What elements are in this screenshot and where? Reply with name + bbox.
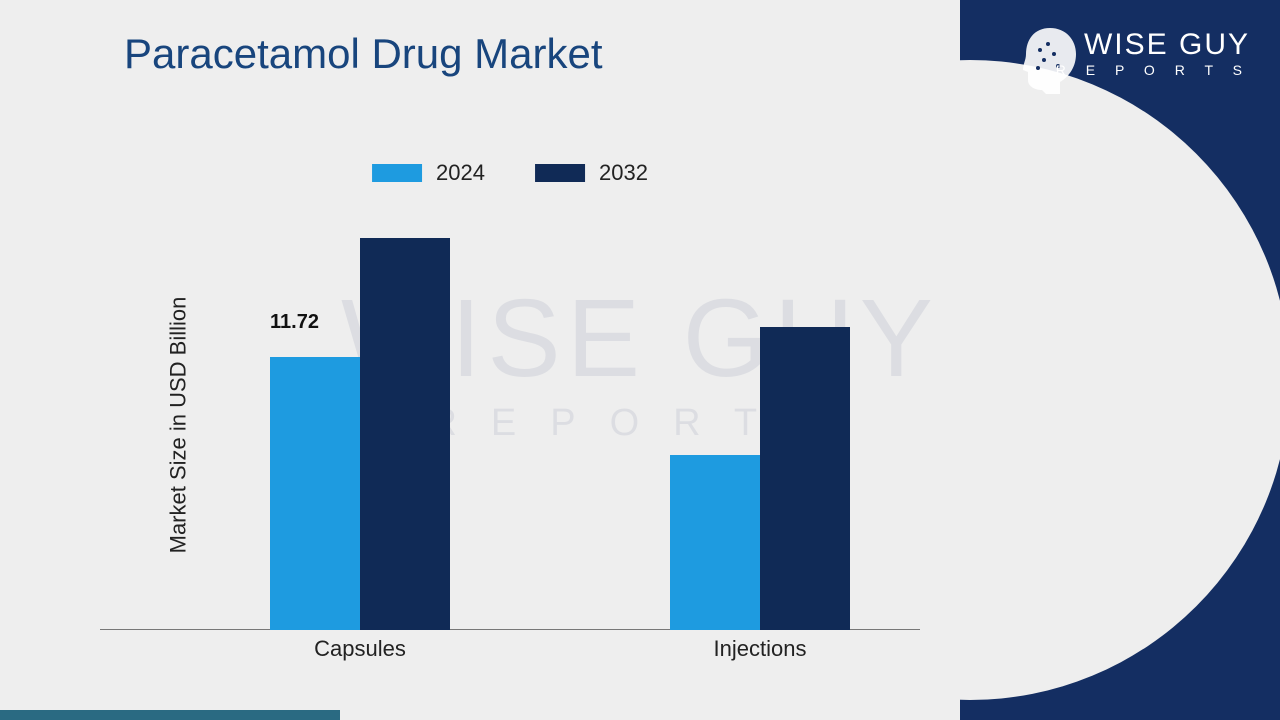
legend-item-2032: 2032 — [535, 160, 648, 186]
brand-logo: WISE GUY R E P O R T S — [1056, 28, 1250, 78]
bar-group: Injections — [670, 210, 850, 630]
legend-label: 2032 — [599, 160, 648, 186]
bar-group: 11.72Capsules — [270, 210, 450, 630]
legend-label: 2024 — [436, 160, 485, 186]
logo-main-text: WISE GUY — [1056, 28, 1250, 62]
infographic-canvas: WISE GUY R E P O R T S WISE GUY REPORTS … — [0, 0, 1280, 720]
legend: 2024 2032 — [372, 160, 648, 186]
logo-sub-text: R E P O R T S — [1056, 62, 1250, 78]
chart-title: Paracetamol Drug Market — [124, 30, 603, 78]
bar-chart: 2024 2032 Market Size in USD Billion 11.… — [100, 160, 920, 690]
legend-swatch — [372, 164, 422, 182]
legend-swatch — [535, 164, 585, 182]
plot-area: 11.72Capsules Injections — [100, 210, 920, 630]
x-tick-label: Injections — [670, 636, 850, 662]
bar-value-label: 11.72 — [270, 311, 319, 334]
bar — [360, 238, 450, 630]
bar — [270, 357, 360, 630]
bottom-accent-bar — [0, 710, 340, 720]
x-tick-label: Capsules — [270, 636, 450, 662]
bar — [670, 455, 760, 630]
bar — [760, 327, 850, 630]
legend-item-2024: 2024 — [372, 160, 485, 186]
